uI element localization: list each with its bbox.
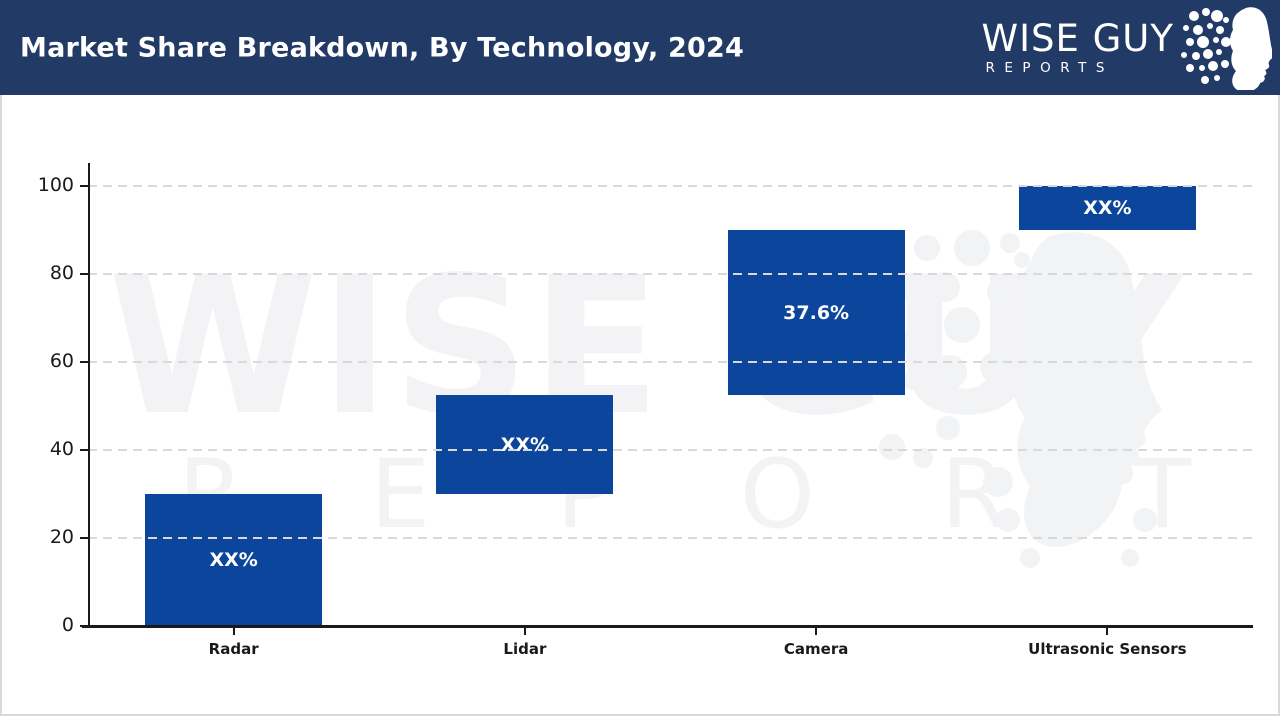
bar-segment: 37.6%	[727, 230, 905, 396]
y-tick-label: 60	[49, 350, 74, 372]
content-frame-bottom	[0, 714, 1280, 716]
x-tick-mark	[815, 628, 818, 635]
x-axis-line	[82, 625, 1253, 628]
bar-segment: XX%	[145, 494, 323, 626]
content-frame-left	[0, 95, 2, 716]
gridline	[88, 537, 1253, 539]
y-tick-label: 100	[37, 174, 74, 196]
bar-value-label: XX%	[1083, 197, 1132, 219]
y-tick-label: 0	[61, 614, 74, 636]
header-bar: Market Share Breakdown, By Technology, 2…	[0, 0, 1280, 95]
x-tick-mark	[1106, 628, 1109, 635]
gridline	[88, 273, 1253, 275]
bar-segment: XX%	[436, 395, 614, 494]
logo-text: WISE GUY REPORTS	[982, 20, 1174, 76]
content-frame-right	[1278, 95, 1280, 716]
y-tick-mark	[80, 273, 88, 275]
y-tick-label: 40	[49, 438, 74, 460]
gridline	[88, 185, 1253, 187]
x-category-label: Camera	[783, 640, 849, 658]
logo-subtitle: REPORTS	[985, 60, 1114, 76]
bar-segment: XX%	[1018, 186, 1196, 230]
y-tick-mark	[80, 449, 88, 451]
gridline	[88, 361, 1253, 363]
bar-value-label: 37.6%	[783, 301, 850, 324]
x-category-label: Radar	[208, 640, 259, 658]
wise-guy-reports-logo: WISE GUY REPORTS	[982, 6, 1272, 90]
x-category-label: Ultrasonic Sensors	[1028, 640, 1187, 658]
logo-head-dots-icon	[1181, 7, 1272, 90]
x-tick-mark	[232, 628, 235, 635]
bar-value-label: XX%	[209, 549, 258, 571]
logo-wordmark: WISE GUY	[981, 17, 1174, 60]
x-category-label: Lidar	[503, 640, 547, 658]
y-tick-label: 80	[49, 262, 74, 284]
gridline	[88, 449, 1253, 451]
x-tick-mark	[523, 628, 526, 635]
y-tick-mark	[80, 537, 88, 539]
bar-value-label: XX%	[500, 433, 550, 456]
watermark-head-dots-icon	[879, 230, 1162, 568]
page-title: Market Share Breakdown, By Technology, 2…	[20, 32, 745, 63]
y-tick-mark	[80, 361, 88, 363]
y-axis-line	[88, 163, 90, 627]
y-tick-label: 20	[49, 526, 74, 548]
y-tick-mark	[80, 185, 88, 187]
